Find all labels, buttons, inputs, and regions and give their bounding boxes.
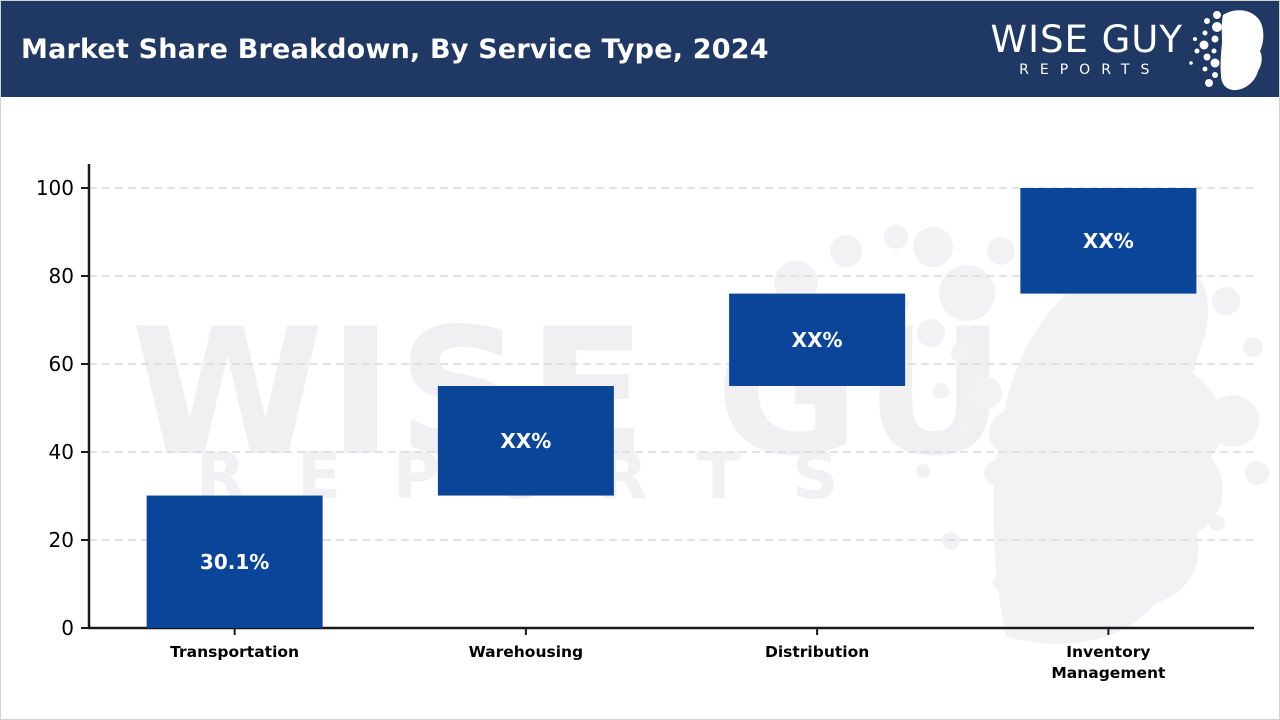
x-category-label-warehousing: Warehousing <box>469 643 584 661</box>
y-tick-label-40: 40 <box>49 440 74 464</box>
x-category-label-inventory-management: Inventory Management <box>1051 643 1166 682</box>
header-bar: Market Share Breakdown, By Service Type,… <box>1 1 1279 97</box>
y-tick-label-0: 0 <box>61 616 74 640</box>
bar-value-label-inventory-management: XX% <box>1083 229 1134 253</box>
logo-text: WISE GUY REPORTS <box>991 21 1183 78</box>
bar-inventory-management <box>1020 188 1197 294</box>
bar-value-label-distribution: XX% <box>792 328 843 352</box>
bar-distribution <box>729 293 906 386</box>
y-tick-label-60: 60 <box>49 352 74 376</box>
face-profile-dots-icon <box>1189 10 1264 91</box>
y-tick-label-100: 100 <box>36 176 74 200</box>
watermark-face-dots <box>753 199 1269 644</box>
bar-transportation <box>146 495 323 628</box>
bar-warehousing <box>437 386 614 496</box>
y-tick-label-80: 80 <box>49 264 74 288</box>
bar-value-label-warehousing: XX% <box>500 429 551 453</box>
wiseguy-reports-logo: WISE GUY REPORTS <box>991 5 1269 93</box>
x-category-label-transportation: Transportation <box>170 643 299 661</box>
x-category-label-distribution: Distribution <box>765 643 869 661</box>
logo-primary-text: WISE GUY <box>990 17 1183 61</box>
y-tick-label-20: 20 <box>49 528 74 552</box>
chart-title: Market Share Breakdown, By Service Type,… <box>21 33 769 65</box>
logo-secondary-text: REPORTS <box>1019 61 1161 78</box>
bar-value-label-transportation: 30.1% <box>200 550 269 574</box>
